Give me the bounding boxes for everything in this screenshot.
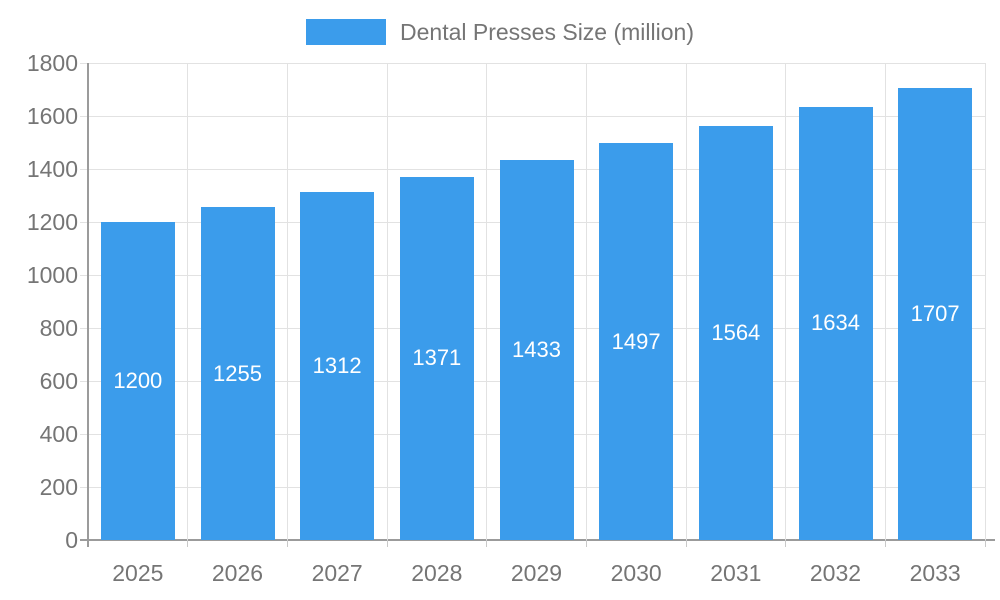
x-axis-tick-label: 2027 [311,560,363,586]
bar-value-label: 1312 [312,353,362,379]
bar-2031[interactable] [698,125,773,540]
x-axis-tick [785,540,787,547]
gridline-x [187,63,189,540]
bar-2027[interactable] [300,192,375,540]
x-axis-tick-label: 2026 [211,560,264,586]
bar-value-label: 1433 [512,337,561,363]
y-axis-tick-label: 800 [39,315,78,341]
legend-label: Dental Presses Size (million) [400,18,694,45]
gridline-x [585,63,587,540]
y-axis-tick-label: 1400 [26,156,78,182]
y-axis-tick-label: 0 [65,527,78,553]
x-axis-tick-label: 2032 [809,560,862,586]
gridline-y [80,115,985,117]
bar-2025[interactable] [100,222,175,540]
y-axis-tick-label: 1800 [26,50,78,76]
x-axis-tick [486,540,488,547]
bar-2032[interactable] [798,106,873,540]
x-axis-tick-label: 2031 [710,560,762,586]
x-axis-tick [585,540,587,547]
y-axis-tick-label: 1000 [26,262,78,288]
y-axis-tick-label: 600 [39,368,78,394]
x-axis-tick [884,540,886,547]
bar-2030[interactable] [599,143,674,540]
y-axis-tick-label: 400 [39,421,78,447]
gridline-x [386,63,388,540]
y-axis-tick-label: 1200 [26,209,78,235]
legend-swatch-icon [306,19,386,45]
gridline-x [785,63,787,540]
legend[interactable]: Dental Presses Size (million) [0,16,1000,48]
x-axis-tick-label: 2028 [411,560,463,586]
x-axis-tick-label: 2025 [112,560,164,586]
bar-value-label: 1200 [113,368,163,393]
x-axis-tick [187,540,189,547]
gridline-x [286,63,288,540]
x-axis-line [80,539,995,541]
x-axis-tick-label: 2030 [610,560,662,586]
bar-2028[interactable] [399,176,474,540]
bar-2033[interactable] [898,87,973,540]
bar-value-label: 1255 [213,360,262,386]
y-axis-tick-label: 1600 [26,103,78,129]
y-axis-line [87,63,89,547]
x-axis-tick [286,540,288,547]
x-axis-tick [386,540,388,547]
x-axis-tick [685,540,687,547]
gridline-x [984,63,986,540]
x-axis-tick [984,540,986,547]
x-axis-tick-label: 2029 [510,560,563,586]
y-axis-tick-label: 200 [39,474,78,500]
bar-value-label: 1564 [711,319,761,345]
bar-value-label: 1371 [412,345,462,371]
gridline-x [685,63,687,540]
bar-2026[interactable] [200,207,275,540]
bar-2029[interactable] [499,160,574,540]
gridline-x [884,63,886,540]
x-axis-tick-label: 2033 [909,560,961,586]
gridline-y [80,62,985,64]
gridline-x [486,63,488,540]
bar-value-label: 1707 [910,300,960,326]
bar-value-label: 1634 [811,310,860,336]
bar-value-label: 1497 [611,328,661,354]
